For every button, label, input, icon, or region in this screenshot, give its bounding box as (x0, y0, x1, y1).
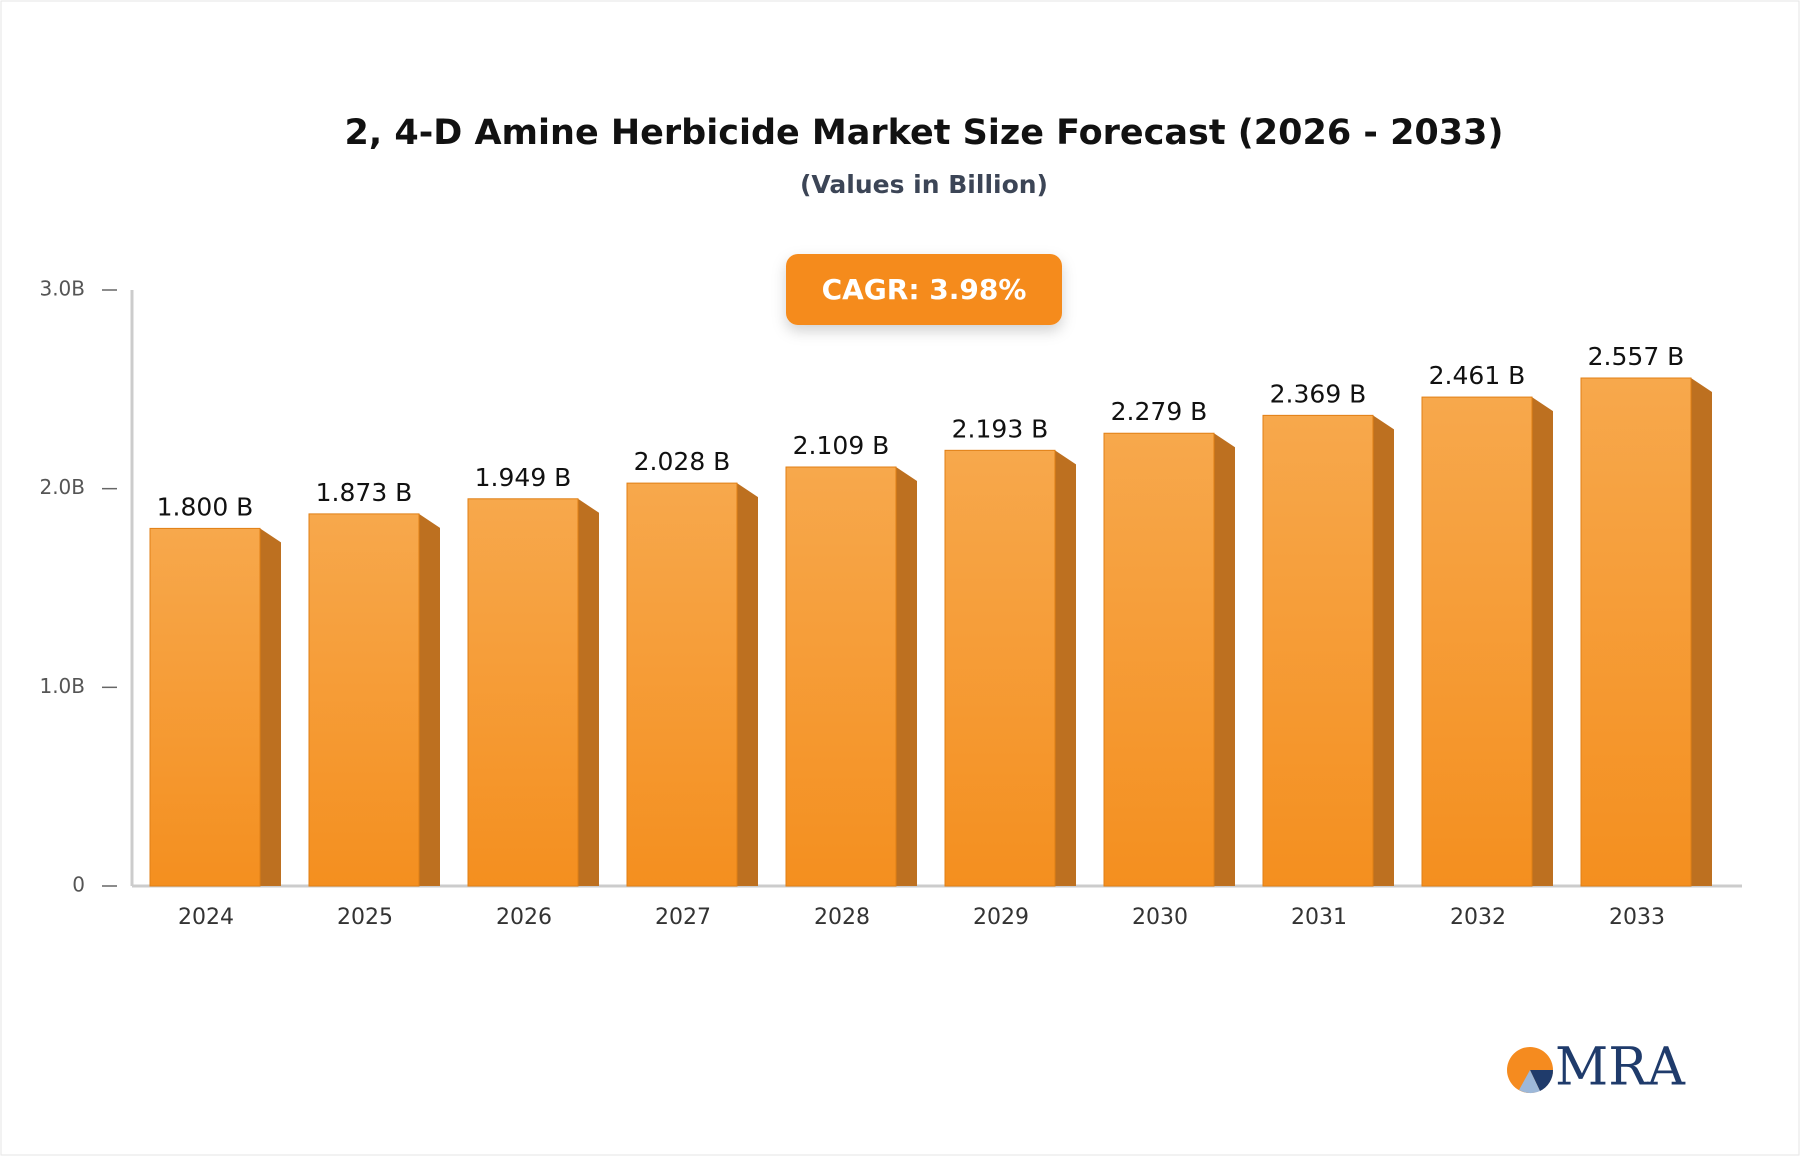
bar (626, 482, 738, 887)
value-label: 1.800 B (157, 492, 254, 521)
bar-side (1691, 378, 1712, 886)
logo-slice (1530, 1070, 1554, 1091)
x-tick-label: 2026 (496, 905, 552, 930)
chart-title: 2, 4-D Amine Herbicide Market Size Forec… (345, 113, 1504, 153)
cagr-text: CAGR: 3.98% (822, 273, 1027, 306)
value-label: 1.949 B (475, 463, 572, 492)
bar (1262, 414, 1374, 887)
bar-side (896, 467, 917, 886)
value-label: 2.557 B (1588, 342, 1685, 371)
y-tick-label: 3.0B (39, 277, 85, 301)
bar (1421, 396, 1533, 887)
cagr-badge (786, 254, 1062, 325)
bar (1103, 432, 1215, 887)
bar-side (260, 528, 281, 886)
bar-side (1214, 433, 1235, 886)
x-tick-label: 2031 (1291, 905, 1347, 930)
x-tick-label: 2025 (337, 905, 393, 930)
value-label: 2.109 B (793, 431, 890, 460)
x-tick-label: 2024 (178, 905, 234, 930)
x-tick-label: 2029 (973, 905, 1029, 930)
bar-side (737, 483, 758, 886)
bar (308, 513, 420, 887)
value-label: 2.279 B (1111, 397, 1208, 426)
x-tick-label: 2028 (814, 905, 870, 930)
y-tick-label: 2.0B (39, 475, 85, 499)
logo-slice (1519, 1070, 1540, 1094)
logo: MRA (1507, 1038, 1686, 1098)
value-label: 2.193 B (952, 414, 1049, 443)
bar-side (1055, 450, 1076, 886)
x-tick-label: 2027 (655, 905, 711, 930)
y-tick-label: 0 (72, 873, 85, 897)
bar (467, 498, 579, 887)
y-tick-label: 1.0B (39, 674, 85, 698)
bar (944, 449, 1056, 887)
x-tick-label: 2033 (1609, 905, 1665, 930)
value-label: 1.873 B (316, 478, 413, 507)
bar-side (1532, 397, 1553, 886)
value-label: 2.369 B (1270, 379, 1367, 408)
logo-text: MRA (1555, 1038, 1686, 1098)
x-tick-label: 2032 (1450, 905, 1506, 930)
x-tick-label: 2030 (1132, 905, 1188, 930)
bar (785, 466, 897, 887)
value-label: 2.461 B (1429, 361, 1526, 390)
bar (149, 527, 261, 887)
bar-side (419, 513, 440, 886)
chart-subtitle: (Values in Billion) (800, 170, 1048, 199)
bar (1580, 377, 1692, 887)
bar-side (578, 498, 599, 886)
value-label: 2.028 B (634, 447, 731, 476)
bar-side (1373, 415, 1394, 886)
